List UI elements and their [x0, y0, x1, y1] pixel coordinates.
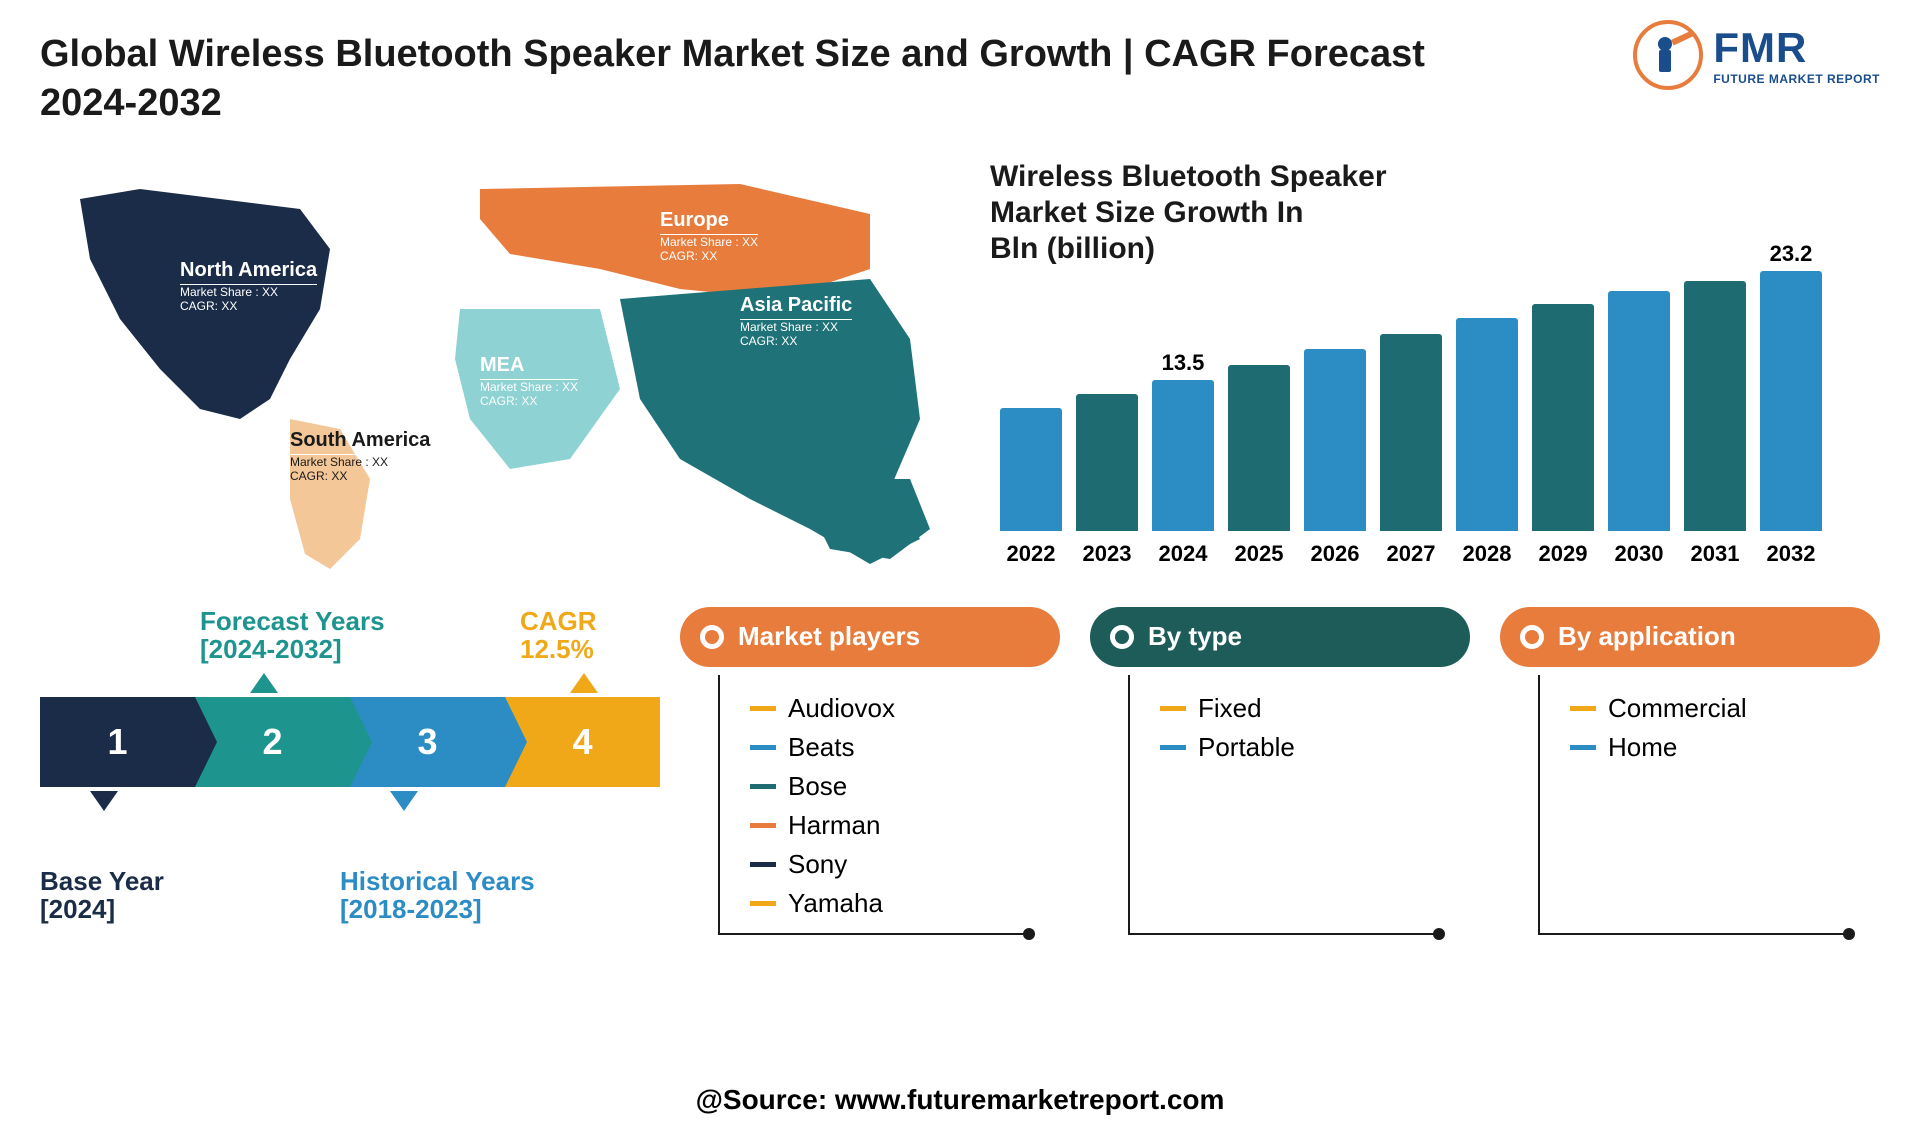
- region-label-south-america: South AmericaMarket Share : XXCAGR: XX: [290, 429, 430, 483]
- timeline-label-1: Forecast Years[2024-2032]: [200, 607, 385, 664]
- circle-icon: [1520, 625, 1544, 649]
- bar-2026: 2026: [1304, 349, 1366, 567]
- telescope-person-icon: [1633, 20, 1703, 90]
- dash-icon: [750, 901, 776, 906]
- category-connector: FixedPortable: [1128, 675, 1438, 935]
- dash-icon: [1570, 706, 1596, 711]
- bar-2032: 23.2 2032: [1760, 241, 1822, 567]
- category-item: Harman: [750, 806, 895, 845]
- dash-icon: [1160, 706, 1186, 711]
- category-header: By application: [1500, 607, 1880, 667]
- circle-icon: [1110, 625, 1134, 649]
- region-label-mea: MEAMarket Share : XXCAGR: XX: [480, 354, 578, 408]
- timeline-segment-3: 3: [350, 697, 505, 787]
- bar-2025: 2025: [1228, 365, 1290, 567]
- page-title: Global Wireless Bluetooth Speaker Market…: [40, 30, 1440, 129]
- dash-icon: [1160, 745, 1186, 750]
- region-label-north-america: North AmericaMarket Share : XXCAGR: XX: [180, 259, 317, 313]
- fmr-logo: FMR FUTURE MARKET REPORT: [1633, 20, 1880, 90]
- bar-year-label: 2025: [1235, 541, 1284, 567]
- world-map: North AmericaMarket Share : XXCAGR: XX So…: [40, 159, 960, 559]
- category-title: By type: [1148, 621, 1242, 652]
- timeline-pointer-1: [250, 673, 278, 693]
- category-item: Bose: [750, 767, 895, 806]
- timeline-pointer-0: [90, 791, 118, 811]
- region-label-asia-pacific: Asia PacificMarket Share : XXCAGR: XX: [740, 294, 852, 348]
- dash-icon: [750, 745, 776, 750]
- category-title: By application: [1558, 621, 1736, 652]
- category-by-application: By application CommercialHome: [1500, 607, 1880, 935]
- category-header: Market players: [680, 607, 1060, 667]
- category-item: Commercial: [1570, 689, 1747, 728]
- dash-icon: [750, 706, 776, 711]
- source-attribution: @Source: www.futuremarketreport.com: [696, 1084, 1225, 1116]
- bar-2028: 2028: [1456, 318, 1518, 567]
- timeline-segment-1: 1: [40, 697, 195, 787]
- dash-icon: [750, 823, 776, 828]
- timeline-label-0: Base Year[2024]: [40, 867, 164, 924]
- category-item: Sony: [750, 845, 895, 884]
- timeline-segment-2: 2: [195, 697, 350, 787]
- bar-2022: 2022: [1000, 408, 1062, 567]
- bar-year-label: 2023: [1083, 541, 1132, 567]
- timeline-label-3: CAGR12.5%: [520, 607, 597, 664]
- category-connector: CommercialHome: [1538, 675, 1848, 935]
- circle-icon: [700, 625, 724, 649]
- bar-year-label: 2032: [1767, 541, 1816, 567]
- category-item: Home: [1570, 728, 1747, 767]
- dash-icon: [750, 862, 776, 867]
- bar-value-label: 23.2: [1770, 241, 1813, 267]
- timeline-segment-4: 4: [505, 697, 660, 787]
- bar-2029: 2029: [1532, 304, 1594, 566]
- category-item: Audiovox: [750, 689, 895, 728]
- dash-icon: [750, 784, 776, 789]
- category-item: Portable: [1160, 728, 1295, 767]
- timeline-pointer-3: [570, 673, 598, 693]
- map-australia: [810, 479, 930, 559]
- bar-year-label: 2022: [1007, 541, 1056, 567]
- category-connector: AudiovoxBeatsBoseHarmanSonyYamaha: [718, 675, 1028, 935]
- bar-2024: 13.5 2024: [1152, 350, 1214, 567]
- category-title: Market players: [738, 621, 920, 652]
- bar-year-label: 2031: [1691, 541, 1740, 567]
- timeline-label-2: Historical Years[2018-2023]: [340, 867, 535, 924]
- category-item: Fixed: [1160, 689, 1295, 728]
- timeline: 1234 Base Year[2024] Forecast Years[2024-…: [40, 607, 660, 935]
- timeline-pointer-2: [390, 791, 418, 811]
- bar-year-label: 2026: [1311, 541, 1360, 567]
- bar-year-label: 2027: [1387, 541, 1436, 567]
- category-by-type: By type FixedPortable: [1090, 607, 1470, 935]
- bar-year-label: 2029: [1539, 541, 1588, 567]
- logo-text-sub: FUTURE MARKET REPORT: [1713, 72, 1880, 86]
- bar-value-label: 13.5: [1162, 350, 1205, 376]
- region-label-europe: EuropeMarket Share : XXCAGR: XX: [660, 209, 758, 263]
- logo-text-main: FMR: [1713, 24, 1880, 72]
- chart-title: Wireless Bluetooth Speaker Market Size G…: [990, 159, 1880, 267]
- bar-year-label: 2024: [1159, 541, 1208, 567]
- bar-2027: 2027: [1380, 334, 1442, 567]
- bar-year-label: 2030: [1615, 541, 1664, 567]
- bar-year-label: 2028: [1463, 541, 1512, 567]
- category-header: By type: [1090, 607, 1470, 667]
- bar-chart: Wireless Bluetooth Speaker Market Size G…: [990, 159, 1880, 567]
- bar-2031: 2031: [1684, 281, 1746, 567]
- category-item: Yamaha: [750, 884, 895, 923]
- bar-2030: 2030: [1608, 291, 1670, 567]
- category-item: Beats: [750, 728, 895, 767]
- dash-icon: [1570, 745, 1596, 750]
- bar-2023: 2023: [1076, 394, 1138, 567]
- category-market-players: Market players AudiovoxBeatsBoseHarmanSon…: [680, 607, 1060, 935]
